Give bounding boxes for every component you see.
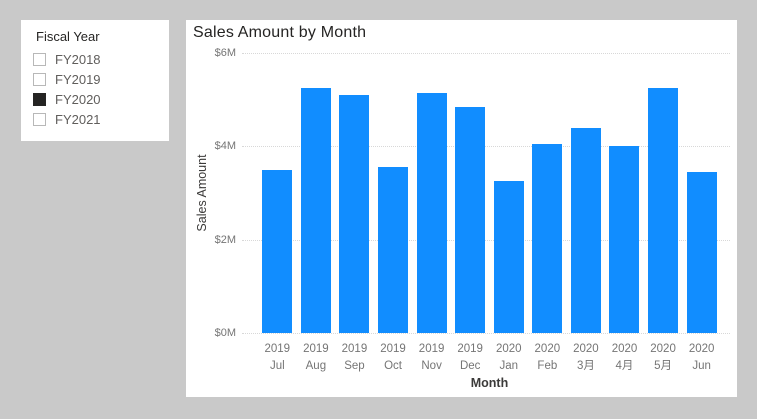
slicer-item-fy2018[interactable]: FY2018	[21, 49, 169, 69]
slicer-title: Fiscal Year	[36, 29, 100, 44]
x-tick-label: 2019 Oct	[374, 341, 413, 375]
x-tick-label: 2020 4月	[605, 341, 644, 375]
bar-2020-5月[interactable]	[648, 88, 679, 333]
slicer-item-fy2021[interactable]: FY2021	[21, 109, 169, 129]
checkbox-checked-icon[interactable]	[33, 92, 46, 106]
bar-series	[258, 53, 721, 333]
slicer-item-fy2020[interactable]: FY2020	[21, 89, 169, 109]
y-tick-label: $4M	[214, 140, 236, 153]
bar-slot	[374, 53, 413, 333]
bar-slot	[605, 53, 644, 333]
bar-slot	[682, 53, 721, 333]
x-tick-year: 2020	[688, 343, 715, 355]
x-tick-year: 2019	[264, 343, 291, 355]
x-tick-year: 2019	[341, 343, 368, 355]
x-tick-month: Jan	[499, 360, 519, 372]
y-tick-label: $2M	[214, 233, 236, 246]
x-tick-month: Jun	[692, 360, 711, 372]
bar-2020-Jan[interactable]	[493, 181, 524, 333]
bar-slot	[297, 53, 336, 333]
x-tick-month: 5月	[654, 360, 673, 372]
x-tick-year: 2020	[573, 343, 599, 355]
gridline	[242, 146, 730, 148]
bar-slot	[567, 53, 606, 333]
bar-slot	[528, 53, 567, 333]
x-tick-label: 2019 Sep	[335, 341, 374, 375]
x-tick-label: 2019 Aug	[297, 341, 336, 375]
x-tick-label: 2019 Dec	[451, 341, 490, 375]
y-axis: $0M $2M $4M $6M	[186, 47, 236, 339]
x-tick-year: 2020	[534, 343, 561, 355]
bar-2020-4月[interactable]	[609, 146, 640, 333]
x-tick-label: 2020 3月	[567, 341, 606, 375]
bar-2019-Sep[interactable]	[339, 95, 370, 333]
x-tick-month: Feb	[537, 360, 558, 372]
x-tick-label: 2019 Nov	[412, 341, 451, 375]
x-tick-year: 2020	[650, 343, 676, 355]
slicer-item-label: FY2019	[55, 71, 101, 87]
bar-slot	[412, 53, 451, 333]
checkbox-unchecked-icon[interactable]	[33, 52, 46, 66]
x-axis-title: Month	[470, 376, 509, 390]
checkbox-unchecked-icon[interactable]	[33, 72, 46, 86]
slicer-item-fy2019[interactable]: FY2019	[21, 69, 169, 89]
x-tick-label: 2020 5月	[644, 341, 683, 375]
checkbox-unchecked-icon[interactable]	[33, 112, 46, 126]
gridline	[242, 239, 730, 241]
y-tick-label: $0M	[214, 326, 236, 339]
slicer-item-label: FY2021	[55, 111, 101, 127]
gridline	[242, 333, 730, 334]
x-tick-year: 2019	[303, 343, 329, 355]
bar-2019-Nov[interactable]	[416, 92, 447, 333]
x-tick-month: Aug	[305, 360, 327, 372]
x-tick-month: Oct	[384, 360, 402, 372]
x-tick-year: 2020	[495, 343, 522, 355]
bar-2019-Oct[interactable]	[378, 167, 409, 333]
x-tick-year: 2020	[611, 343, 638, 355]
x-tick-month: Jul	[269, 360, 285, 372]
y-tick-label: $6M	[214, 46, 236, 59]
x-tick-label: 2020 Jan	[489, 341, 528, 375]
x-tick-year: 2019	[457, 343, 483, 355]
bar-slot	[644, 53, 683, 333]
gridline	[242, 53, 730, 54]
x-tick-label: 2019 Jul	[258, 341, 297, 375]
x-tick-year: 2019	[418, 343, 445, 355]
bar-2019-Dec[interactable]	[455, 106, 486, 333]
chart-title: Sales Amount by Month	[193, 24, 367, 41]
slicer-items: FY2018 FY2019 FY2020 FY2021	[21, 49, 169, 129]
x-tick-month: Sep	[344, 360, 365, 372]
bar-2020-Feb[interactable]	[532, 144, 563, 333]
x-tick-month: Dec	[459, 360, 481, 372]
sales-amount-by-month-chart: Sales Amount by Month Sales Amount $0M $2…	[186, 20, 737, 397]
bar-2019-Jul[interactable]	[262, 169, 293, 333]
slicer-item-label: FY2020	[55, 91, 101, 107]
bar-2020-3月[interactable]	[570, 127, 601, 333]
bar-2020-Jun[interactable]	[686, 172, 717, 333]
plot-area	[242, 53, 730, 334]
x-tick-label: 2020 Jun	[682, 341, 721, 375]
bar-2019-Aug[interactable]	[300, 88, 331, 333]
bar-slot	[258, 53, 297, 333]
x-tick-year: 2019	[380, 343, 406, 355]
bar-slot	[489, 53, 528, 333]
fiscal-year-slicer: Fiscal Year FY2018 FY2019 FY2020 FY2021	[21, 20, 169, 141]
bar-slot	[335, 53, 374, 333]
x-tick-month: 4月	[615, 360, 634, 372]
slicer-item-label: FY2018	[55, 51, 101, 67]
x-axis: 2019 Jul 2019 Aug 2019 Sep 2019 Oct 2019 Nov 2019 D…	[258, 341, 721, 375]
x-tick-month: 3月	[576, 360, 595, 372]
x-tick-month: Nov	[421, 360, 442, 372]
x-tick-label: 2020 Feb	[528, 341, 567, 375]
bar-slot	[451, 53, 490, 333]
